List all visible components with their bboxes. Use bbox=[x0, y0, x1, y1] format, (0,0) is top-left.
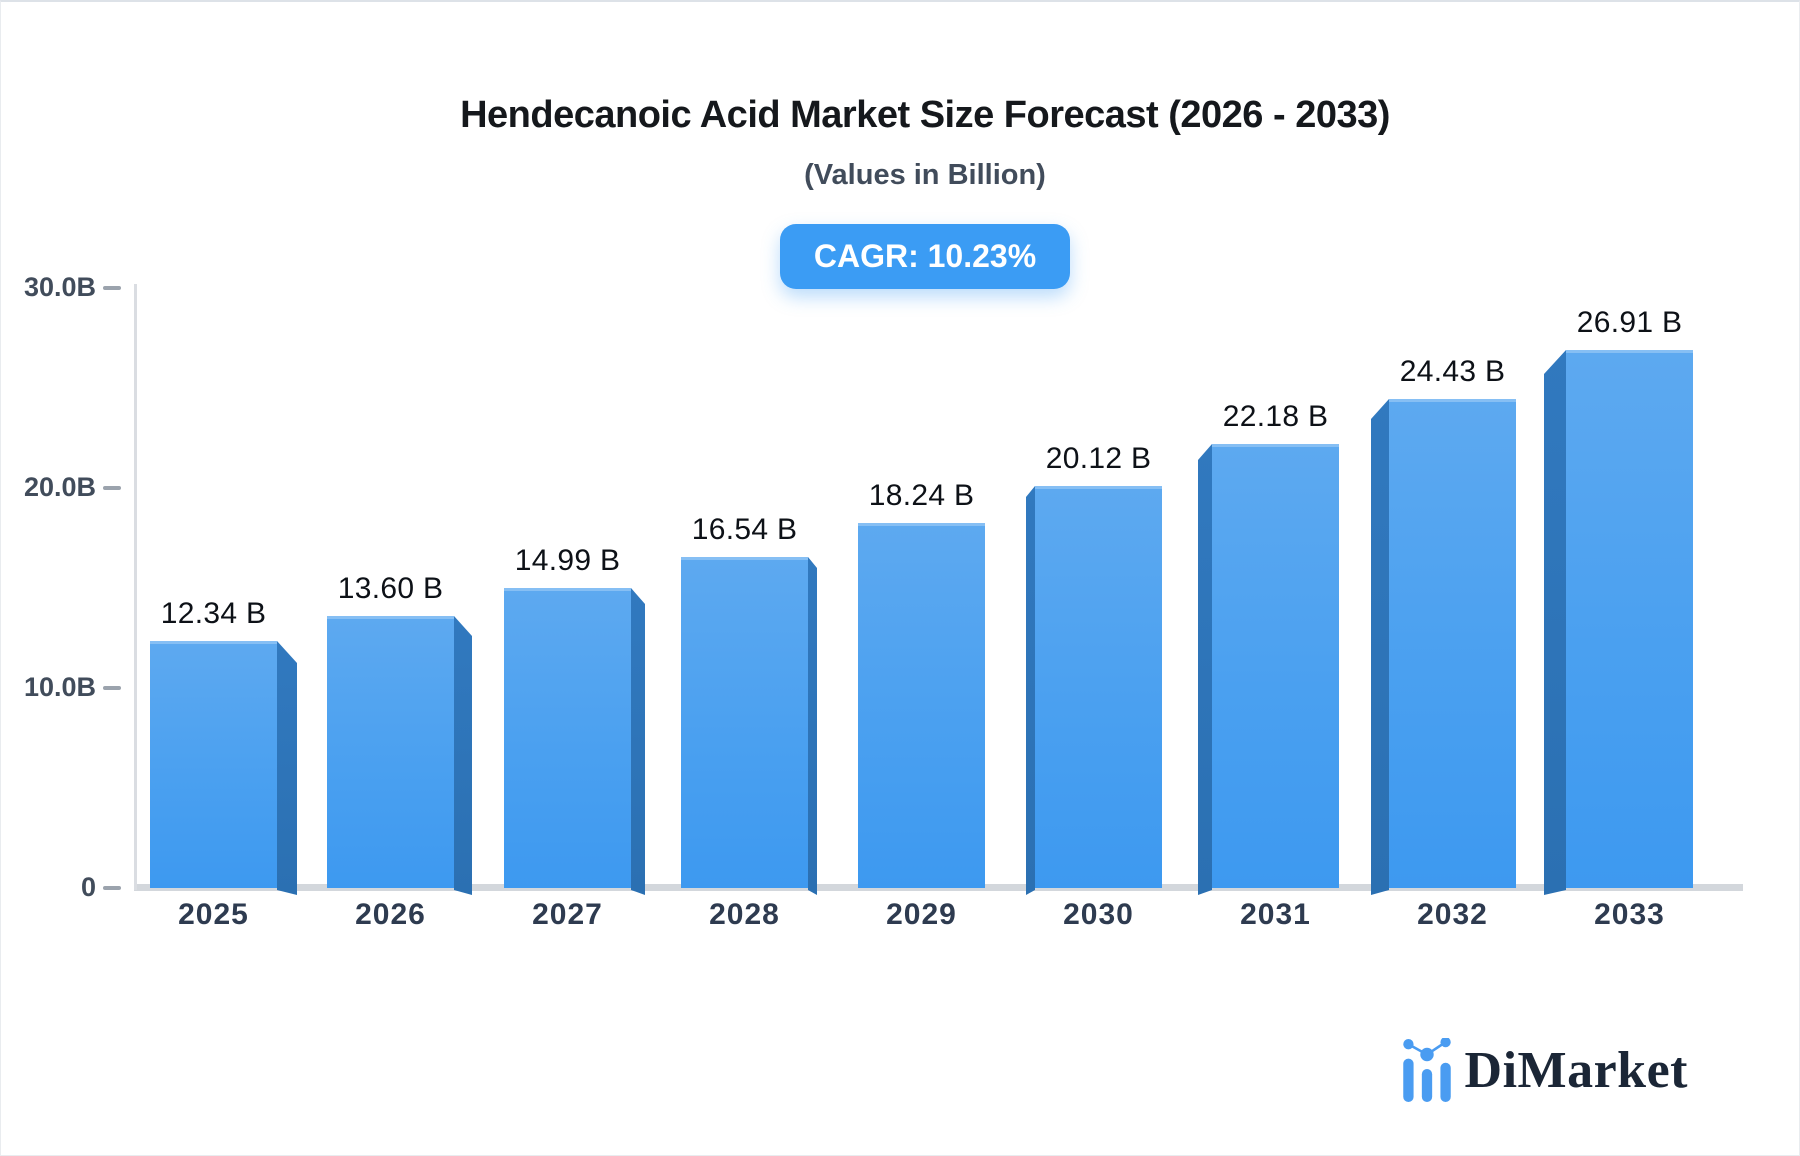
y-tick-label: 10.0B bbox=[23, 672, 96, 702]
bar-face bbox=[858, 523, 985, 888]
bar-side-face bbox=[1026, 486, 1035, 895]
bar-face bbox=[150, 641, 277, 888]
bar-value-label: 12.34 B bbox=[160, 597, 267, 630]
bar-2032 bbox=[1371, 399, 1516, 895]
chart-title: Hendecanoic Acid Market Size Forecast (2… bbox=[460, 94, 1390, 136]
bar-2026 bbox=[327, 616, 472, 895]
y-tick bbox=[103, 286, 121, 290]
brand-logo: DiMarket bbox=[1402, 1038, 1688, 1102]
bar-face bbox=[1212, 444, 1339, 888]
x-tick-label: 2025 bbox=[178, 898, 249, 931]
bar-2028 bbox=[681, 557, 817, 895]
bar-value-label: 22.18 B bbox=[1222, 400, 1329, 433]
x-tick-label: 2030 bbox=[1063, 898, 1134, 931]
y-tick bbox=[103, 686, 121, 690]
bar-value-label: 16.54 B bbox=[691, 513, 798, 546]
bar-2031 bbox=[1198, 444, 1339, 895]
bar-side-face bbox=[1371, 399, 1389, 895]
bar-value-label: 14.99 B bbox=[514, 544, 621, 577]
bar-value-label: 20.12 B bbox=[1045, 442, 1152, 475]
bar-side-face bbox=[454, 616, 472, 895]
x-tick-label: 2026 bbox=[355, 898, 426, 931]
y-axis-line bbox=[134, 284, 137, 890]
x-tick-label: 2027 bbox=[532, 898, 603, 931]
y-tick bbox=[103, 886, 121, 890]
bar-face bbox=[1566, 350, 1693, 888]
bar-2029 bbox=[858, 523, 985, 895]
y-tick-label: 20.0B bbox=[23, 472, 96, 502]
x-tick-label: 2031 bbox=[1240, 898, 1311, 931]
bar-face bbox=[504, 588, 631, 888]
bar-2025 bbox=[150, 641, 297, 895]
y-tick bbox=[103, 486, 121, 490]
bar-value-label: 18.24 B bbox=[868, 479, 975, 512]
bar-side-face bbox=[1198, 444, 1212, 895]
chart-header: Hendecanoic Acid Market Size Forecast (2… bbox=[50, 0, 1800, 289]
bar-2027 bbox=[504, 588, 645, 895]
bar-value-label: 26.91 B bbox=[1576, 306, 1683, 339]
bar-face bbox=[1389, 399, 1516, 888]
bar-2033 bbox=[1544, 350, 1693, 895]
bar-side-face bbox=[277, 641, 297, 895]
x-tick-label: 2029 bbox=[886, 898, 957, 931]
chart-subtitle: (Values in Billion) bbox=[804, 159, 1046, 191]
y-tick-label: 0 bbox=[80, 872, 96, 902]
bar-side-face bbox=[631, 588, 645, 895]
bar-face bbox=[681, 557, 808, 888]
bar-value-label: 24.43 B bbox=[1399, 355, 1506, 388]
x-tick-label: 2028 bbox=[709, 898, 780, 931]
bar-face bbox=[327, 616, 454, 888]
x-tick-label: 2032 bbox=[1417, 898, 1488, 931]
bar-side-face bbox=[1544, 350, 1566, 895]
bar-face bbox=[1035, 486, 1162, 888]
y-tick-label: 30.0B bbox=[23, 272, 96, 302]
brand-name: DiMarket bbox=[1464, 1041, 1688, 1099]
bar-side-face bbox=[808, 557, 817, 895]
x-tick-label: 2033 bbox=[1594, 898, 1665, 931]
cagr-badge: CAGR: 10.23% bbox=[779, 224, 1071, 289]
bar-line-chart-icon bbox=[1402, 1038, 1451, 1102]
bar-value-label: 13.60 B bbox=[337, 572, 444, 605]
bar-2030 bbox=[1026, 486, 1162, 895]
